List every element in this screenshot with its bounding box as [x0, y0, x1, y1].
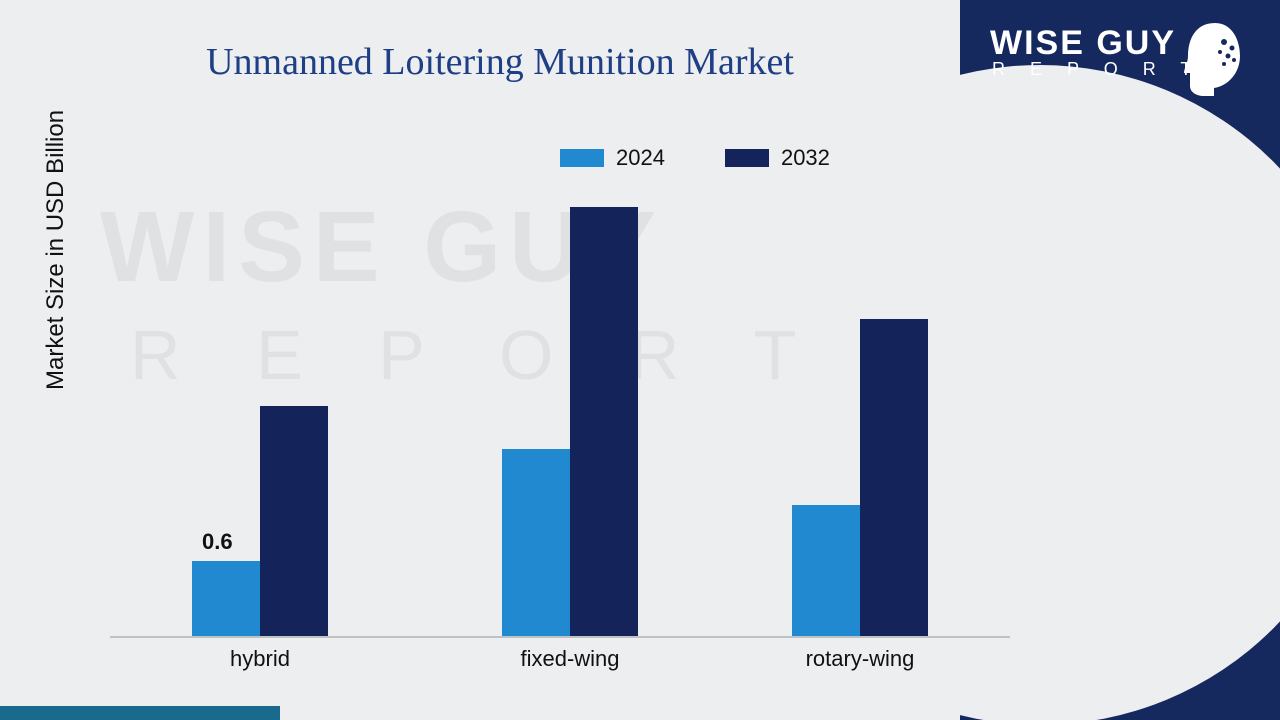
- legend-swatch: [725, 149, 769, 167]
- category-label: hybrid: [170, 646, 350, 672]
- bar: [260, 406, 328, 636]
- legend-label: 2032: [781, 145, 830, 171]
- legend: 2024 2032: [560, 145, 830, 171]
- bar: [502, 449, 570, 636]
- legend-label: 2024: [616, 145, 665, 171]
- bar: [570, 207, 638, 636]
- bar: [192, 561, 260, 636]
- chart-plot-area: hybrid0.6fixed-wingrotary-wing: [110, 190, 1010, 638]
- decorative-bottom-bar: [0, 706, 280, 720]
- legend-item: 2032: [725, 145, 830, 171]
- y-axis-label: Market Size in USD Billion: [42, 110, 70, 390]
- x-axis-baseline: [110, 636, 1010, 638]
- brand-head-icon: [1180, 18, 1250, 98]
- bar: [860, 319, 928, 636]
- bar: [792, 505, 860, 636]
- bar-value-label: 0.6: [202, 529, 233, 555]
- legend-swatch: [560, 149, 604, 167]
- category-label: rotary-wing: [770, 646, 950, 672]
- category-label: fixed-wing: [480, 646, 660, 672]
- chart-canvas: WISE GUY R E P O R T S Unmanned Loiterin…: [0, 0, 1280, 720]
- legend-item: 2024: [560, 145, 665, 171]
- chart-title: Unmanned Loitering Munition Market: [120, 40, 880, 84]
